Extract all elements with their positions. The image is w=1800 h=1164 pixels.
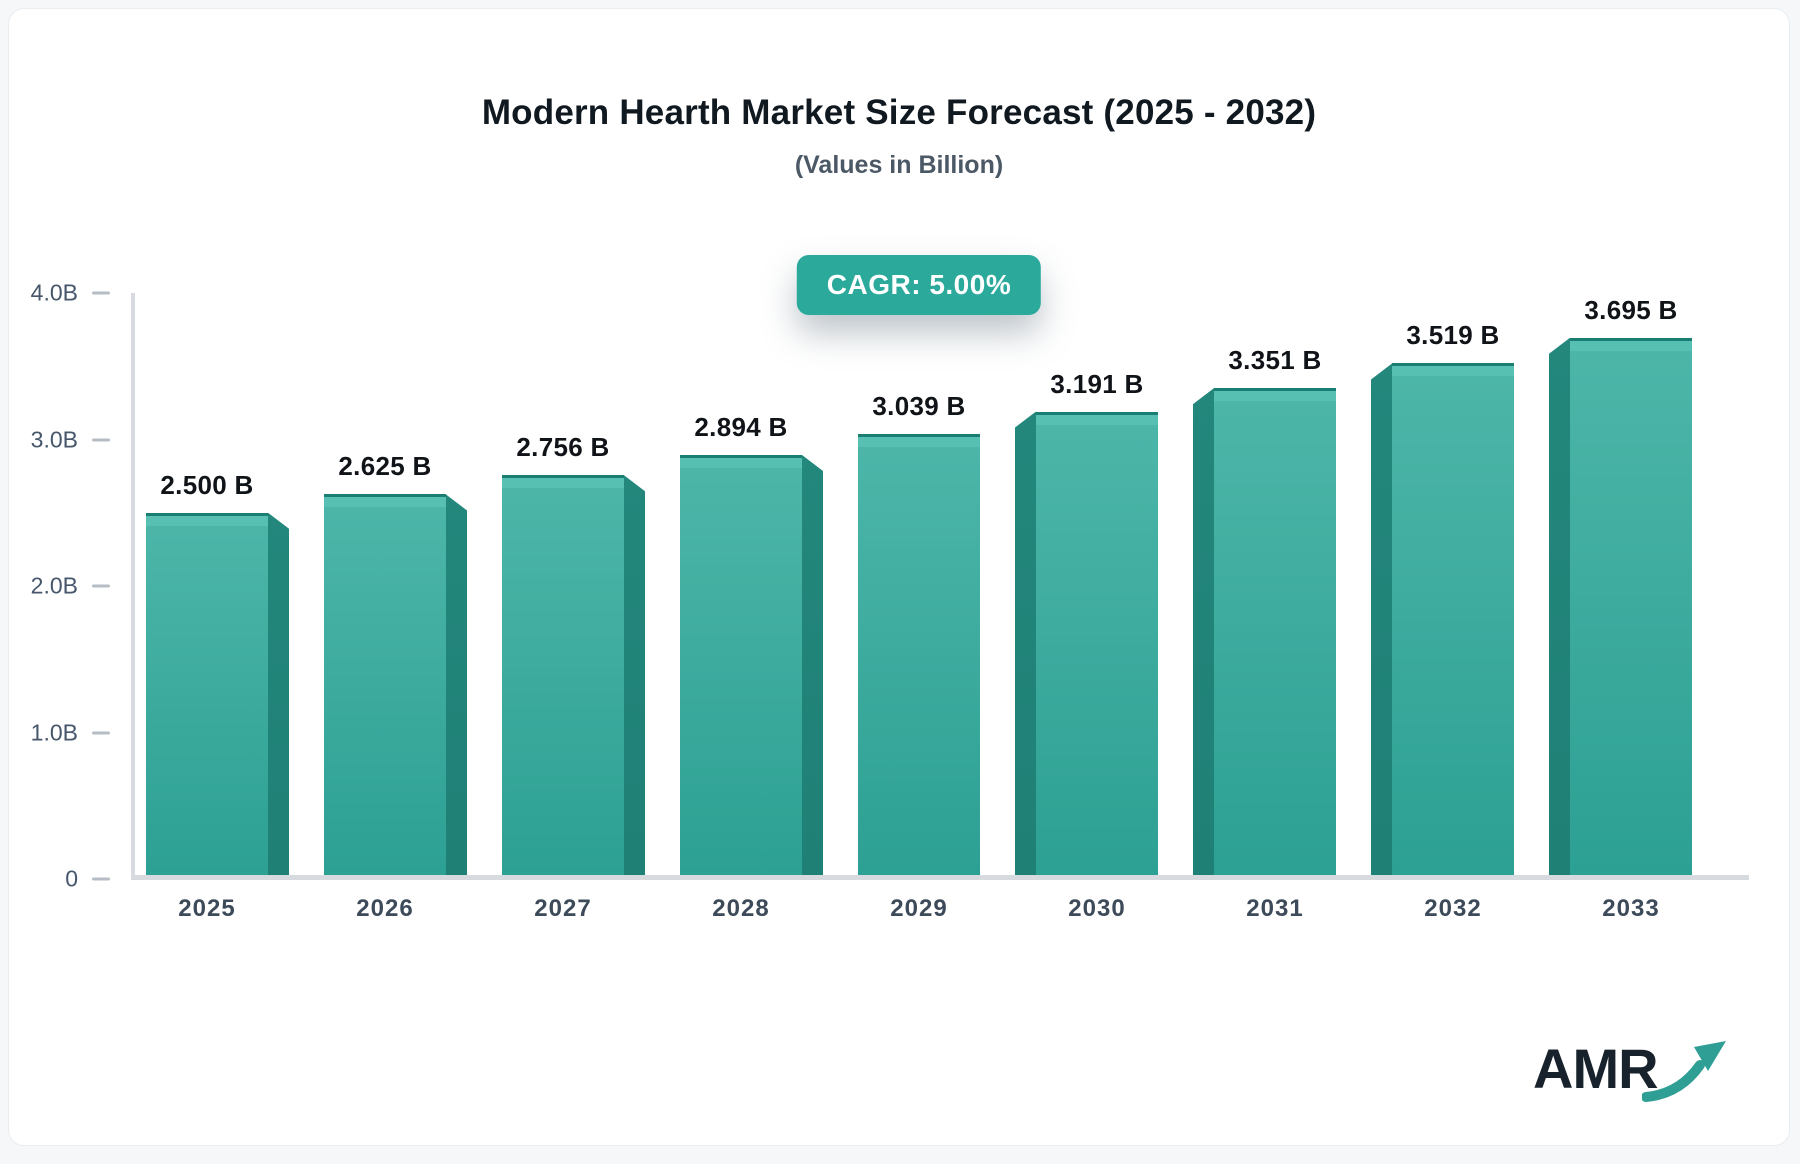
bar-value-label: 3.191 B bbox=[1050, 368, 1144, 399]
bar-side-face bbox=[1015, 411, 1036, 879]
bar-front-face bbox=[1214, 388, 1336, 879]
bar-2033 bbox=[1542, 337, 1720, 879]
bar-front-face bbox=[1036, 411, 1158, 879]
x-axis-label-2032: 2032 bbox=[1424, 895, 1482, 922]
trending-up-arrow-icon bbox=[1641, 1041, 1726, 1102]
bar-side-face bbox=[268, 512, 289, 879]
bar-front-face bbox=[858, 433, 980, 879]
y-tick-mark bbox=[92, 438, 110, 441]
x-axis-label-2025: 2025 bbox=[178, 895, 236, 922]
cagr-badge: CAGR: 5.00% bbox=[796, 255, 1042, 315]
x-axis-label-2029: 2029 bbox=[890, 895, 948, 922]
y-tick-4.0B: 4.0B bbox=[31, 280, 110, 307]
y-tick-mark bbox=[92, 877, 110, 881]
bar-2026 bbox=[296, 494, 474, 879]
y-tick-label: 2.0B bbox=[30, 572, 78, 599]
bar-value-label: 2.625 B bbox=[338, 451, 432, 482]
x-axis-label-2028: 2028 bbox=[712, 895, 770, 922]
x-axis-label-2026: 2026 bbox=[356, 895, 414, 922]
x-axis-label-2030: 2030 bbox=[1068, 895, 1126, 922]
bar-side-face bbox=[802, 455, 823, 879]
bar-front-face bbox=[1392, 363, 1514, 879]
bar-slot-2028: 2.894 B bbox=[652, 293, 830, 879]
x-axis-label-2031: 2031 bbox=[1246, 895, 1304, 922]
bar-value-label: 3.519 B bbox=[1406, 320, 1500, 351]
bar-front-face bbox=[502, 475, 624, 879]
bar-2027 bbox=[474, 475, 652, 879]
bar-value-label: 3.351 B bbox=[1228, 345, 1322, 376]
y-tick-label: 4.0B bbox=[30, 279, 78, 306]
bar-front-face bbox=[1570, 337, 1692, 879]
bar-slot-2032: 3.519 B bbox=[1364, 293, 1542, 879]
bar-front-face bbox=[324, 494, 446, 879]
y-tick-mark bbox=[92, 291, 110, 295]
bar-2025 bbox=[118, 512, 296, 879]
bar-side-face bbox=[624, 475, 645, 879]
x-axis-label-2033: 2033 bbox=[1602, 895, 1660, 922]
bar-slot-2033: 3.695 B bbox=[1542, 293, 1720, 879]
y-tick-2.0B: 2.0B bbox=[31, 573, 110, 600]
bar-2029 bbox=[830, 433, 1008, 879]
bar-slot-2026: 2.625 B bbox=[296, 293, 474, 879]
y-tick-label: 0 bbox=[65, 865, 78, 892]
bar-side-face bbox=[446, 494, 467, 879]
x-axis-labels: 2025 2026 2027 2028 2029 2030 2031 2032 2033 bbox=[118, 895, 1720, 923]
bar-side-face bbox=[1549, 337, 1570, 879]
bar-front-face bbox=[680, 455, 802, 879]
y-tick-1.0B: 1.0B bbox=[31, 719, 110, 746]
bar-slot-2030: 3.191 B bbox=[1008, 293, 1186, 879]
y-axis-line bbox=[131, 293, 135, 879]
bar-2030 bbox=[1008, 411, 1186, 879]
chart-title: Modern Hearth Market Size Forecast (2025… bbox=[481, 93, 1317, 132]
chart-card: Modern Hearth Market Size Forecast (2025… bbox=[8, 8, 1790, 1146]
bar-value-label: 3.695 B bbox=[1584, 294, 1678, 325]
bar-slot-2025: 2.500 B bbox=[118, 293, 296, 879]
bars-row: 2.500 B 2.625 B 2.756 B 2.894 B 3.039 B 3.191… bbox=[118, 293, 1720, 879]
bar-slot-2027: 2.756 B bbox=[474, 293, 652, 879]
bar-2031 bbox=[1186, 388, 1364, 879]
bar-value-label: 3.039 B bbox=[872, 390, 966, 421]
bar-value-label: 2.894 B bbox=[694, 412, 788, 443]
bar-2028 bbox=[652, 455, 830, 879]
bar-slot-2031: 3.351 B bbox=[1186, 293, 1364, 879]
y-tick-mark bbox=[92, 731, 110, 734]
x-axis-label-2027: 2027 bbox=[534, 895, 592, 922]
amr-logo-text: AMR bbox=[1533, 1037, 1659, 1100]
bar-2032 bbox=[1364, 363, 1542, 879]
y-tick-mark bbox=[92, 584, 110, 588]
bar-value-label: 2.756 B bbox=[516, 432, 610, 463]
bar-side-face bbox=[1193, 388, 1214, 879]
chart-subtitle: (Values in Billion) bbox=[794, 151, 1004, 179]
y-tick-3.0B: 3.0B bbox=[31, 426, 110, 453]
amr-logo: AMR bbox=[1533, 1033, 1730, 1105]
x-axis-line bbox=[131, 875, 1749, 880]
bar-value-label: 2.500 B bbox=[160, 469, 254, 500]
y-tick-label: 1.0B bbox=[30, 719, 78, 745]
bar-side-face bbox=[1371, 363, 1392, 879]
y-tick-label: 3.0B bbox=[30, 426, 78, 452]
y-tick-0: 0 bbox=[65, 866, 110, 893]
bar-slot-2029: 3.039 B bbox=[830, 293, 1008, 879]
bar-front-face bbox=[146, 512, 268, 879]
